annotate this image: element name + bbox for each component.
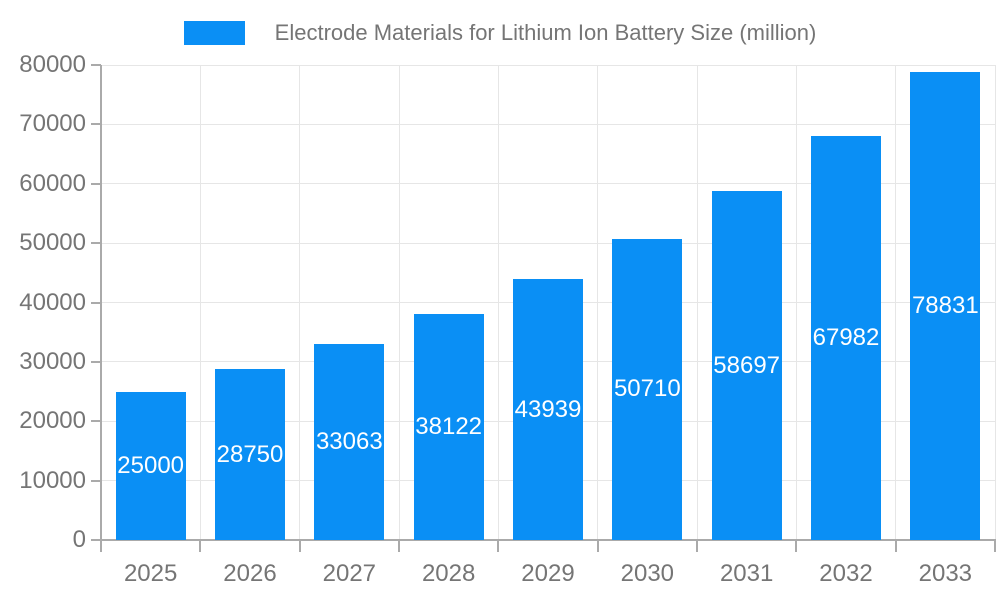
- y-axis-label: 40000: [19, 288, 86, 316]
- x-axis-tick: [596, 540, 599, 552]
- x-axis-tick: [398, 540, 400, 552]
- x-axis-label: 2026: [223, 560, 277, 587]
- y-axis-tick: [91, 64, 101, 66]
- gridline-vertical: [696, 65, 698, 540]
- bar-2029[interactable]: [513, 279, 583, 540]
- x-axis-label: 2028: [421, 560, 476, 587]
- bar-value-label: 25000: [117, 451, 185, 479]
- y-axis-tick: [91, 479, 101, 482]
- gridline-vertical: [299, 65, 301, 540]
- x-axis-tick: [696, 540, 698, 552]
- bar-value-label: 58697: [713, 351, 781, 379]
- bar-value-label: 38122: [415, 412, 483, 440]
- gridline-vertical: [895, 65, 897, 540]
- gridline-vertical: [398, 65, 400, 540]
- gridline-horizontal: [101, 183, 995, 185]
- bar-value-label: 67982: [812, 324, 880, 352]
- bar-2031[interactable]: [711, 191, 782, 540]
- x-axis-tick: [298, 540, 301, 552]
- legend-swatch: [183, 21, 245, 45]
- x-axis-tick: [497, 540, 500, 552]
- gridline-horizontal: [101, 242, 995, 244]
- y-axis-tick: [91, 420, 101, 423]
- y-axis-label: 50000: [19, 229, 86, 257]
- legend-item[interactable]: Electrode Materials for Lithium Ion Batt…: [0, 20, 1000, 46]
- x-axis-label: 2025: [123, 560, 178, 587]
- x-axis-label: 2032: [819, 560, 873, 587]
- x-axis-label: 2033: [918, 560, 973, 587]
- bar-2028[interactable]: [413, 313, 484, 540]
- x-axis-label: 2030: [620, 560, 675, 587]
- bar-2026[interactable]: [215, 369, 285, 540]
- bar-value-label: 78831: [911, 291, 979, 319]
- gridline-vertical: [994, 65, 996, 540]
- x-axis-tick: [199, 540, 202, 552]
- legend-label: Electrode Materials for Lithium Ion Batt…: [274, 20, 817, 45]
- bar-value-label: 28750: [216, 440, 284, 468]
- x-axis-tick: [894, 540, 897, 552]
- y-axis-tick: [91, 539, 101, 541]
- y-axis-tick: [91, 242, 101, 245]
- x-axis-tick: [795, 540, 798, 552]
- bar-2027[interactable]: [314, 343, 385, 540]
- y-axis-tick: [91, 360, 101, 363]
- y-axis-tick: [91, 301, 101, 304]
- gridline-vertical: [597, 65, 599, 540]
- y-axis-line: [100, 65, 102, 540]
- y-axis-label: 10000: [19, 466, 86, 494]
- x-axis-line: [100, 539, 996, 541]
- y-axis-label: 70000: [19, 110, 86, 138]
- bar-2025[interactable]: [115, 391, 186, 540]
- bar-2032[interactable]: [811, 136, 881, 540]
- bar-2030[interactable]: [612, 238, 683, 540]
- y-axis-label: 20000: [19, 407, 86, 435]
- x-axis-tick: [100, 540, 102, 552]
- x-axis-tick: [994, 540, 996, 552]
- x-axis-label: 2027: [322, 560, 377, 587]
- bar-2033[interactable]: [910, 71, 981, 540]
- gridline-horizontal: [101, 123, 995, 125]
- gridline-vertical: [497, 65, 499, 540]
- gridline-vertical: [199, 65, 201, 540]
- bar-value-label: 43939: [514, 395, 582, 423]
- y-axis-tick: [91, 123, 101, 126]
- y-axis-label: 0: [72, 526, 86, 553]
- y-axis-label: 60000: [19, 169, 86, 197]
- bar-value-label: 50710: [613, 375, 681, 403]
- x-axis-label: 2031: [719, 560, 774, 587]
- y-axis-label: 30000: [19, 347, 86, 375]
- y-axis-tick: [91, 182, 101, 185]
- gridline-horizontal: [101, 64, 995, 66]
- y-axis-label: 80000: [19, 51, 86, 78]
- bar-value-label: 33063: [315, 427, 383, 455]
- gridline-vertical: [795, 65, 797, 540]
- x-axis-label: 2029: [521, 560, 575, 587]
